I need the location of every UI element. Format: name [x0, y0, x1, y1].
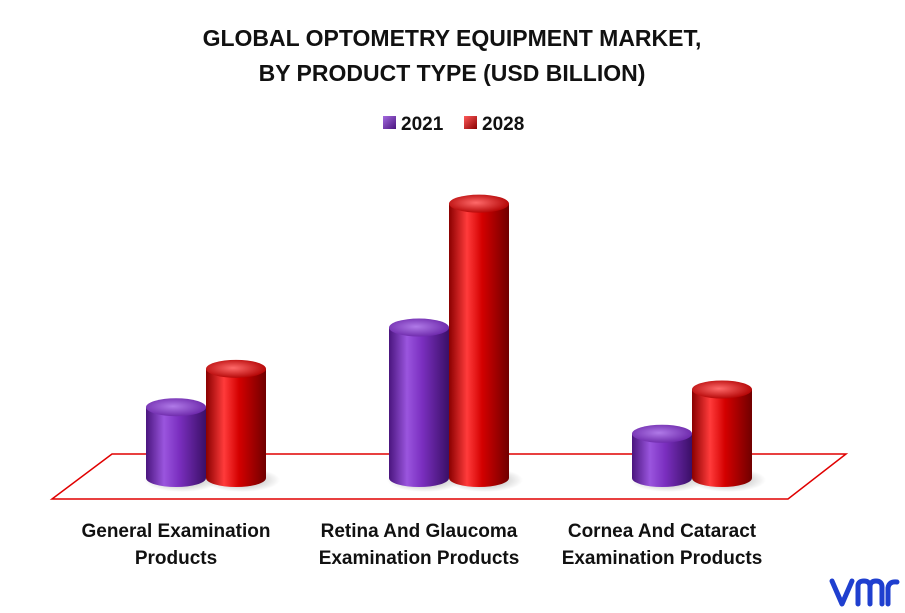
category-label-cornea-line-1: Cornea And Cataract: [568, 521, 757, 542]
chart-title-line-2: BY PRODUCT TYPE (USD BILLION): [259, 60, 646, 86]
bar-general-2028: [204, 359, 280, 492]
bar-cornea-2021-body: [632, 433, 692, 487]
bar-retina-2021-body: [389, 327, 449, 487]
bar-general-2028-top: [206, 359, 266, 378]
bar-retina-2028: [447, 194, 523, 492]
bar-retina-2021-top: [389, 318, 449, 337]
bar-general-2028-body: [206, 368, 266, 487]
bar-cornea-2028: [690, 380, 766, 492]
legend-label-2028: 2028: [482, 114, 524, 135]
legend-swatch-2028: [464, 116, 477, 129]
category-label-general-line-1: General Examination: [81, 521, 270, 542]
legend-label-2021: 2021: [401, 114, 444, 135]
category-label-cornea-line-2: Examination Products: [562, 548, 763, 569]
bar-cornea-2028-body: [692, 389, 752, 487]
category-label-retina-line-2: Examination Products: [319, 548, 520, 569]
bar-cornea-2021-top: [632, 424, 692, 443]
vmr-logo: [829, 578, 900, 607]
bar-retina-2028-body: [449, 203, 509, 487]
bar-general-2021: [144, 398, 220, 492]
bar-cornea-2028-top: [692, 380, 752, 399]
bar-cornea-2021: [630, 424, 706, 492]
bar-retina-2028-top: [449, 194, 509, 213]
legend: 2021 2028: [383, 114, 524, 135]
bars-group: [144, 194, 766, 492]
bar-general-2021-body: [146, 407, 206, 487]
bar-retina-2021: [387, 318, 463, 492]
bar-general-2021-top: [146, 398, 206, 417]
legend-swatch-2021: [383, 116, 396, 129]
category-labels: General Examination Products Retina And …: [81, 521, 762, 569]
chart-title-line-1: GLOBAL OPTOMETRY EQUIPMENT MARKET,: [203, 25, 702, 51]
category-label-retina-line-1: Retina And Glaucoma: [321, 521, 518, 542]
category-label-general-line-2: Products: [135, 548, 217, 569]
